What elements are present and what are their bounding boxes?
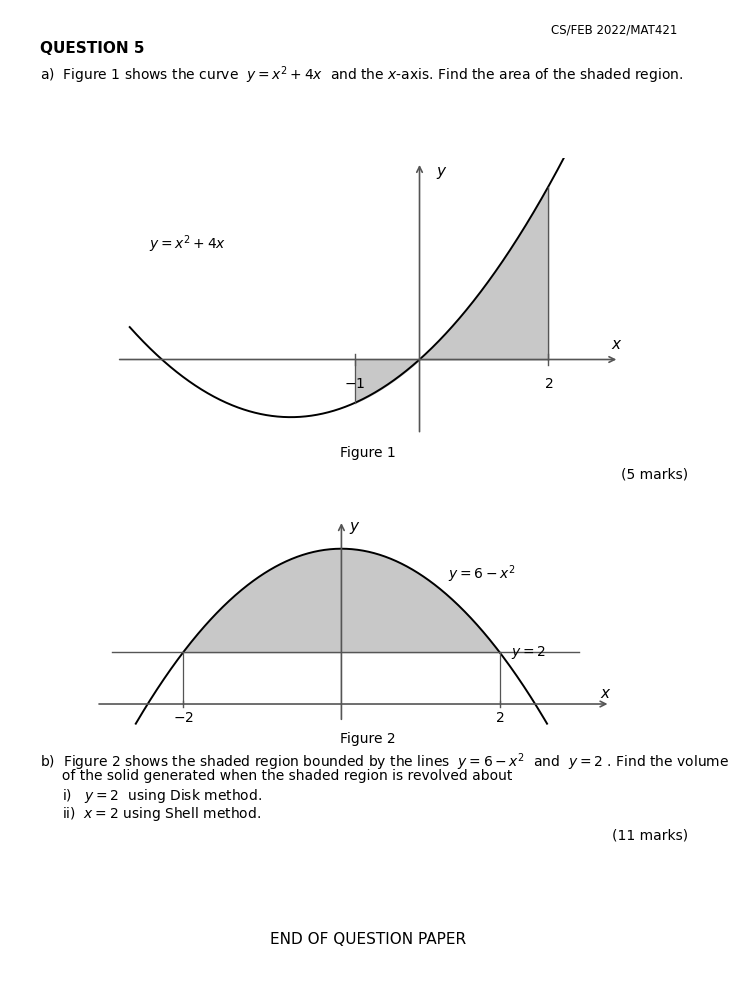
Text: $y$: $y$	[350, 521, 361, 536]
Text: $-2$: $-2$	[173, 711, 194, 726]
Text: QUESTION 5: QUESTION 5	[40, 41, 145, 56]
Text: (5 marks): (5 marks)	[621, 467, 688, 481]
Text: (11 marks): (11 marks)	[612, 828, 688, 842]
Text: i)   $y = 2$  using Disk method.: i) $y = 2$ using Disk method.	[40, 787, 263, 805]
Text: CS/FEB 2022/MAT421: CS/FEB 2022/MAT421	[551, 24, 677, 36]
Text: a)  Figure 1 shows the curve  $y = x^2 + 4x$  and the $x$-axis. Find the area of: a) Figure 1 shows the curve $y = x^2 + 4…	[40, 64, 684, 86]
Text: $y$: $y$	[436, 165, 447, 181]
Text: END OF QUESTION PAPER: END OF QUESTION PAPER	[270, 932, 466, 947]
Text: of the solid generated when the shaded region is revolved about: of the solid generated when the shaded r…	[40, 769, 513, 783]
Text: $y = 6 - x^2$: $y = 6 - x^2$	[448, 564, 516, 586]
Text: ii)  $x = 2$ using Shell method.: ii) $x = 2$ using Shell method.	[40, 805, 261, 822]
Text: Figure 2: Figure 2	[340, 732, 396, 745]
Text: Figure 1: Figure 1	[340, 446, 396, 459]
Text: $x$: $x$	[611, 337, 623, 352]
Text: $y = x^2 + 4x$: $y = x^2 + 4x$	[149, 234, 226, 255]
Text: $x$: $x$	[601, 686, 612, 701]
Text: $2$: $2$	[495, 711, 504, 726]
Text: b)  Figure 2 shows the shaded region bounded by the lines  $y = 6 - x^2$  and  $: b) Figure 2 shows the shaded region boun…	[40, 751, 729, 773]
Text: $y = 2$: $y = 2$	[512, 644, 546, 661]
Text: $2$: $2$	[544, 377, 553, 390]
Text: $-1$: $-1$	[344, 377, 366, 390]
